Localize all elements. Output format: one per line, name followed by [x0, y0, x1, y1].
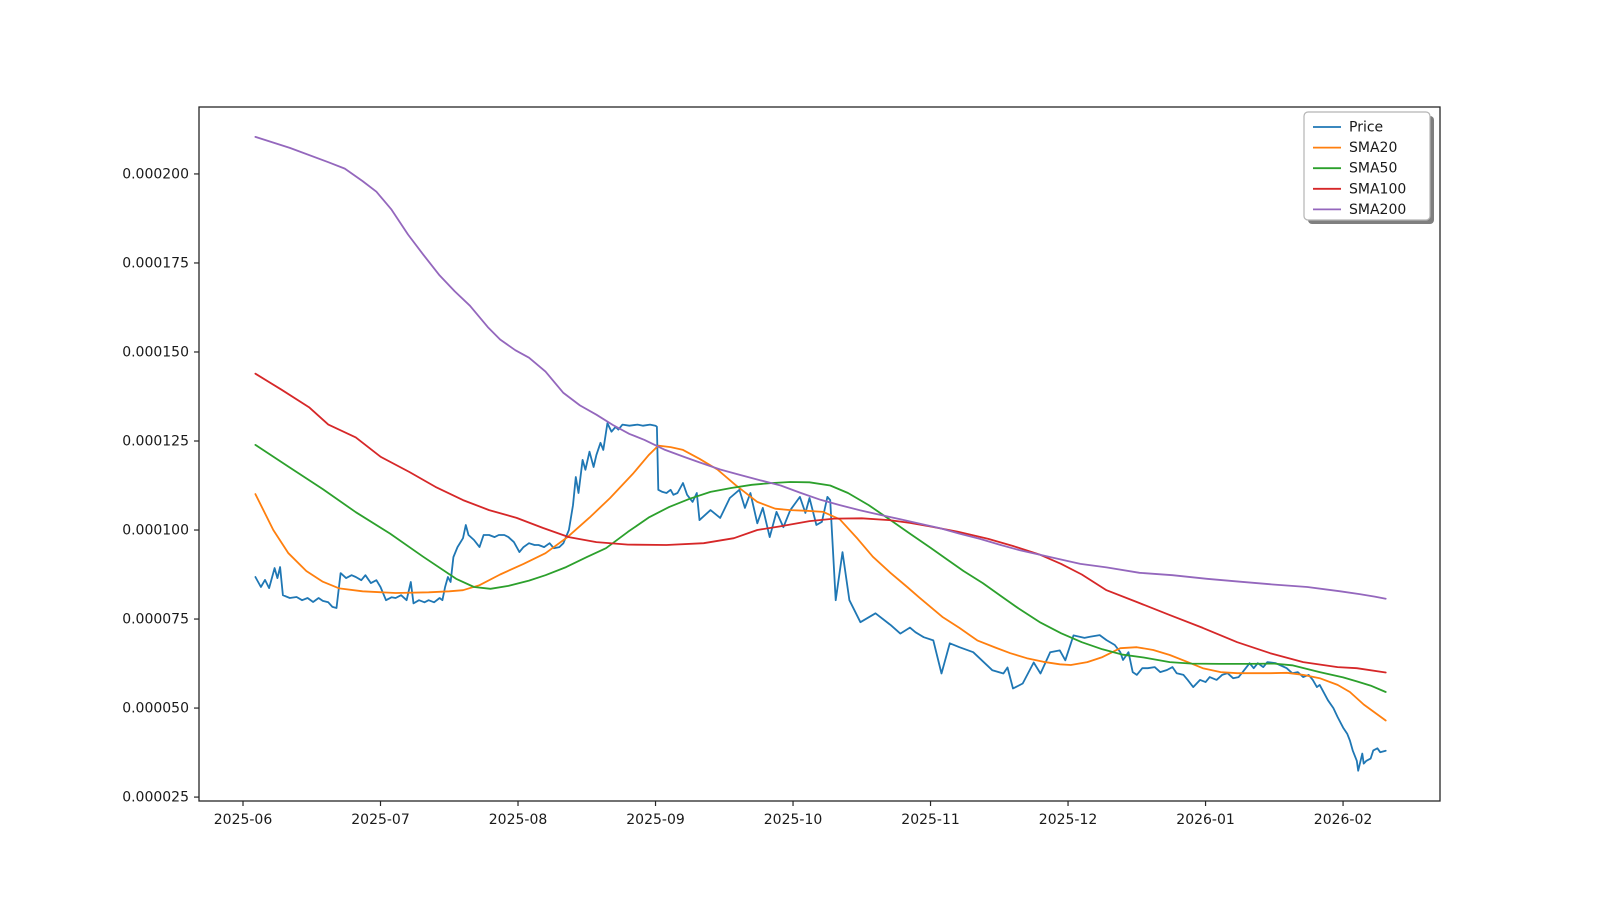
series-line-sma100 [254, 372, 1387, 674]
y-tick-label: 0.000175 [122, 255, 189, 271]
y-tick-label: 0.000050 [122, 701, 189, 717]
series-line-price [254, 422, 1387, 772]
y-tick-label: 0.000200 [122, 166, 189, 182]
y-tick-label: 0.000025 [122, 790, 189, 806]
x-tick-label: 2025-09 [626, 812, 685, 828]
x-tick-label: 2025-07 [351, 812, 410, 828]
legend-label-sma200: SMA200 [1349, 202, 1406, 218]
legend-label-price: Price [1349, 120, 1383, 136]
x-tick-label: 2025-11 [901, 812, 960, 828]
x-tick-label: 2026-01 [1176, 812, 1235, 828]
x-tick-label: 2025-08 [489, 812, 548, 828]
legend-label-sma50: SMA50 [1349, 161, 1397, 177]
y-tick-label: 0.000150 [122, 344, 189, 360]
legend-label-sma20: SMA20 [1349, 140, 1397, 156]
y-tick-label: 0.000100 [122, 523, 189, 539]
legend-label-sma100: SMA100 [1349, 181, 1406, 197]
plot-area [198, 106, 1441, 802]
x-tick-label: 2025-10 [764, 812, 823, 828]
x-tick-label: 2025-12 [1039, 812, 1098, 828]
series-line-sma50 [254, 443, 1387, 693]
x-tick-label: 2026-02 [1314, 812, 1373, 828]
y-tick-label: 0.000075 [122, 612, 189, 628]
series-line-sma200 [254, 135, 1387, 600]
x-tick-label: 2025-06 [214, 812, 273, 828]
legend [1303, 111, 1431, 221]
y-tick-label: 0.000125 [122, 434, 189, 450]
